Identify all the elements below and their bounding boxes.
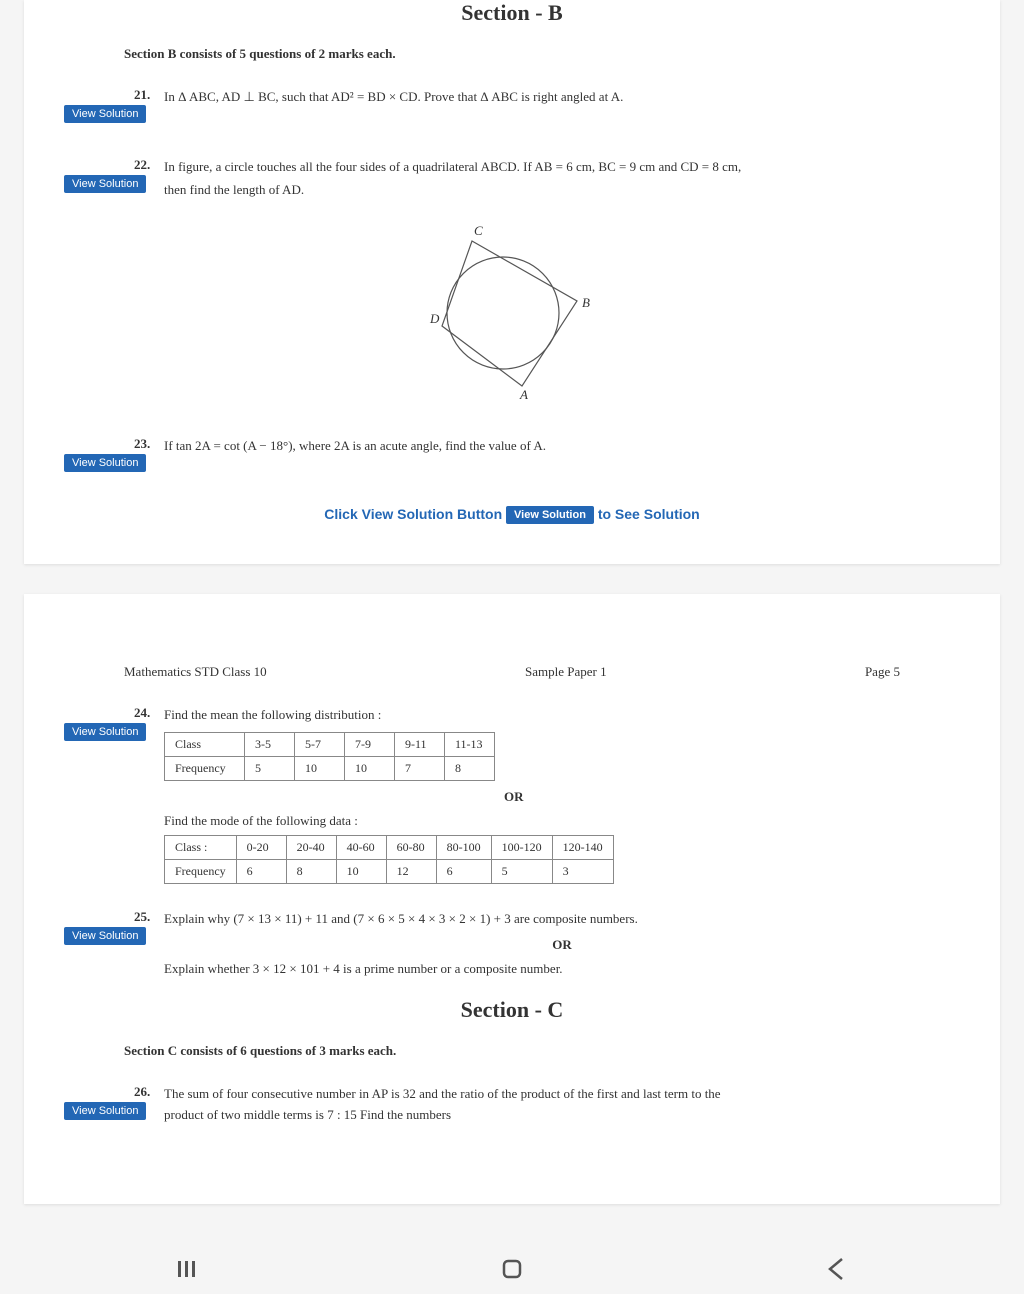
- table-cell: 10: [295, 756, 345, 780]
- view-solution-button[interactable]: View Solution: [64, 1102, 146, 1120]
- page-header: Mathematics STD Class 10 Sample Paper 1 …: [124, 664, 900, 680]
- view-solution-button[interactable]: View Solution: [64, 175, 146, 193]
- question-text: Explain why (7 × 13 × 11) + 11 and (7 × …: [164, 909, 960, 930]
- section-b-title: Section - B: [64, 0, 960, 26]
- vertex-label-d: D: [429, 311, 440, 326]
- question-text: If tan 2A = cot (A − 18°), where 2A is a…: [164, 436, 960, 457]
- table-cell: 12: [386, 859, 436, 883]
- table-cell: 5-7: [295, 732, 345, 756]
- table-cell: 10: [345, 756, 395, 780]
- back-icon[interactable]: [822, 1254, 852, 1284]
- or-divider: OR: [504, 789, 960, 805]
- table-cell: 5: [491, 859, 552, 883]
- question-text-cont: product of two middle terms is 7 : 15 Fi…: [164, 1105, 960, 1126]
- question-number: 25.: [134, 909, 150, 925]
- quadrilateral-shape: [442, 241, 577, 386]
- table-cell: 11-13: [445, 732, 495, 756]
- question-text-alt: Explain whether 3 × 12 × 101 + 4 is a pr…: [164, 961, 960, 977]
- section-b-card: Section - B Section B consists of 5 ques…: [24, 0, 1000, 564]
- question-22: 22. In figure, a circle touches all the …: [64, 157, 960, 201]
- table-cell: 5: [245, 756, 295, 780]
- table-cell: Class: [165, 732, 245, 756]
- bottom-nav: [24, 1234, 1000, 1294]
- question-text-cont: then find the length of AD.: [164, 180, 960, 201]
- hint-post: to See Solution: [598, 506, 700, 522]
- table-cell: Frequency: [165, 859, 237, 883]
- quadrilateral-figure: C B A D: [64, 221, 960, 406]
- question-text: Find the mean the following distribution…: [164, 705, 960, 726]
- table-row: Class 3-5 5-7 7-9 9-11 11-13: [165, 732, 495, 756]
- home-icon[interactable]: [497, 1254, 527, 1284]
- section-b-intro: Section B consists of 5 questions of 2 m…: [124, 46, 960, 62]
- doc-title: Mathematics STD Class 10: [124, 664, 267, 680]
- view-solution-button[interactable]: View Solution: [64, 454, 146, 472]
- vertex-label-b: B: [582, 295, 590, 310]
- question-text: In Δ ABC, AD ⊥ BC, such that AD² = BD × …: [164, 87, 960, 108]
- table-row: Frequency 5 10 10 7 8: [165, 756, 495, 780]
- question-23: 23. If tan 2A = cot (A − 18°), where 2A …: [64, 436, 960, 476]
- table-cell: 3-5: [245, 732, 295, 756]
- frequency-table-1: Class 3-5 5-7 7-9 9-11 11-13 Frequency 5…: [164, 732, 495, 781]
- question-25: 25. Explain why (7 × 13 × 11) + 11 and (…: [64, 909, 960, 978]
- menu-icon[interactable]: [172, 1254, 202, 1284]
- question-text: In figure, a circle touches all the four…: [164, 157, 960, 178]
- table-row: Class : 0-20 20-40 40-60 60-80 80-100 10…: [165, 835, 614, 859]
- question-21: 21. In Δ ABC, AD ⊥ BC, such that AD² = B…: [64, 87, 960, 127]
- table-cell: Frequency: [165, 756, 245, 780]
- inscribed-circle: [447, 257, 559, 369]
- paper-title: Sample Paper 1: [525, 664, 607, 680]
- table-cell: 3: [552, 859, 613, 883]
- table-cell: 8: [445, 756, 495, 780]
- question-text: The sum of four consecutive number in AP…: [164, 1084, 960, 1105]
- vertex-label-a: A: [519, 387, 528, 401]
- table-cell: 20-40: [286, 835, 336, 859]
- table-cell: Class :: [165, 835, 237, 859]
- view-solution-button[interactable]: View Solution: [64, 105, 146, 123]
- solution-hint: Click View Solution Button View Solution…: [64, 506, 960, 524]
- table-cell: 60-80: [386, 835, 436, 859]
- table-cell: 120-140: [552, 835, 613, 859]
- table-cell: 80-100: [436, 835, 491, 859]
- table-cell: 8: [286, 859, 336, 883]
- question-number: 23.: [134, 436, 150, 452]
- page-number: Page 5: [865, 664, 900, 680]
- or-divider: OR: [164, 937, 960, 953]
- question-number: 24.: [134, 705, 150, 721]
- question-26: 26. The sum of four consecutive number i…: [64, 1084, 960, 1126]
- vertex-label-c: C: [474, 223, 483, 238]
- question-24: 24. Find the mean the following distribu…: [64, 705, 960, 884]
- view-solution-button[interactable]: View Solution: [64, 723, 146, 741]
- table-cell: 7: [395, 756, 445, 780]
- quadrilateral-svg: C B A D: [412, 221, 612, 401]
- table-cell: 100-120: [491, 835, 552, 859]
- frequency-table-2: Class : 0-20 20-40 40-60 60-80 80-100 10…: [164, 835, 614, 884]
- table-cell: 7-9: [345, 732, 395, 756]
- question-number: 26.: [134, 1084, 150, 1100]
- table-cell: 9-11: [395, 732, 445, 756]
- table-cell: 40-60: [336, 835, 386, 859]
- table-cell: 6: [436, 859, 491, 883]
- question-text-alt: Find the mode of the following data :: [164, 813, 960, 829]
- table-cell: 6: [236, 859, 286, 883]
- view-solution-button-inline[interactable]: View Solution: [506, 506, 594, 524]
- table-row: Frequency 6 8 10 12 6 5 3: [165, 859, 614, 883]
- hint-pre: Click View Solution Button: [324, 506, 506, 522]
- question-number: 21.: [134, 87, 150, 103]
- view-solution-button[interactable]: View Solution: [64, 927, 146, 945]
- table-cell: 10: [336, 859, 386, 883]
- section-c-intro: Section C consists of 6 questions of 3 m…: [124, 1043, 960, 1059]
- section-c-card: Mathematics STD Class 10 Sample Paper 1 …: [24, 594, 1000, 1204]
- section-c-title: Section - C: [64, 997, 960, 1023]
- question-number: 22.: [134, 157, 150, 173]
- table-cell: 0-20: [236, 835, 286, 859]
